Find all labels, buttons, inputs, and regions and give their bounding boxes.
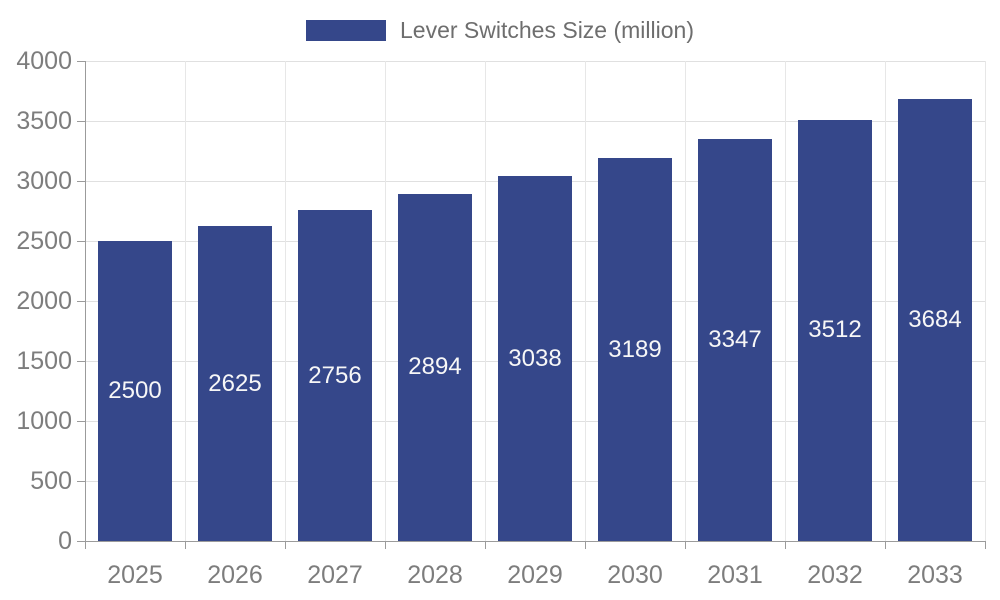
x-axis-tick-mark — [785, 541, 786, 549]
bar[interactable]: 3512 — [798, 119, 872, 541]
gridline-horizontal — [85, 121, 985, 122]
bar-value-label: 3347 — [708, 326, 762, 354]
y-axis-tick-mark — [77, 121, 85, 122]
x-axis-tick-mark — [185, 541, 186, 549]
y-axis-label: 3500 — [16, 107, 72, 135]
y-axis-label: 1500 — [16, 347, 72, 375]
x-axis-tick-mark — [885, 541, 886, 549]
x-axis-label: 2025 — [107, 561, 163, 589]
gridline-horizontal — [85, 61, 985, 62]
bar-value-label: 3684 — [908, 305, 962, 333]
y-axis-tick-mark — [77, 361, 85, 362]
bar[interactable]: 2894 — [398, 193, 472, 541]
bar-value-label: 3512 — [808, 316, 862, 344]
y-axis-label: 500 — [30, 467, 72, 495]
y-axis-label: 0 — [58, 527, 72, 555]
y-axis-tick-mark — [77, 421, 85, 422]
y-axis-line — [85, 61, 86, 541]
x-axis-label: 2029 — [507, 561, 563, 589]
bar[interactable]: 3684 — [898, 98, 972, 541]
y-axis-tick-mark — [77, 301, 85, 302]
x-axis-label: 2033 — [907, 561, 963, 589]
bar-value-label: 3189 — [608, 335, 662, 363]
y-axis-label: 2500 — [16, 227, 72, 255]
legend[interactable]: Lever Switches Size (million) — [0, 16, 1000, 44]
bar-value-label: 2756 — [308, 361, 362, 389]
x-axis-label: 2028 — [407, 561, 463, 589]
x-axis-line — [85, 541, 985, 542]
x-axis-label: 2031 — [707, 561, 763, 589]
x-axis-label: 2027 — [307, 561, 363, 589]
bar-value-label: 2500 — [108, 377, 162, 404]
y-axis-tick-mark — [77, 181, 85, 182]
gridline-vertical — [885, 61, 886, 541]
x-axis-tick-mark — [985, 541, 986, 549]
gridline-vertical — [785, 61, 786, 541]
x-axis-tick-mark — [485, 541, 486, 549]
x-axis-label: 2032 — [807, 561, 863, 589]
bar-value-label: 2894 — [408, 353, 462, 381]
gridline-vertical — [585, 61, 586, 541]
bar[interactable]: 3347 — [698, 139, 772, 541]
legend-swatch — [306, 19, 386, 41]
y-axis-tick-mark — [77, 541, 85, 542]
y-axis-tick-mark — [77, 241, 85, 242]
x-axis-tick-mark — [285, 541, 286, 549]
bar[interactable]: 2756 — [298, 210, 372, 541]
gridline-vertical — [685, 61, 686, 541]
y-axis-label: 2000 — [16, 287, 72, 315]
gridline-vertical — [485, 61, 486, 541]
x-axis-tick-mark — [385, 541, 386, 549]
y-axis-tick-mark — [77, 61, 85, 62]
x-axis-tick-mark — [85, 541, 86, 549]
y-axis-label: 1000 — [16, 407, 72, 435]
bar[interactable]: 2625 — [198, 226, 272, 541]
x-axis-tick-mark — [585, 541, 586, 549]
bar[interactable]: 3038 — [498, 176, 572, 541]
y-axis-tick-mark — [77, 481, 85, 482]
gridline-vertical — [285, 61, 286, 541]
bar-value-label: 2625 — [208, 369, 262, 397]
bar-value-label: 3038 — [508, 344, 562, 372]
legend-label: Lever Switches Size (million) — [400, 17, 694, 43]
x-axis-tick-mark — [685, 541, 686, 549]
x-axis-label: 2030 — [607, 561, 663, 589]
gridline-vertical — [385, 61, 386, 541]
gridline-vertical — [985, 61, 986, 541]
bar[interactable]: 3189 — [598, 158, 672, 541]
gridline-vertical — [185, 61, 186, 541]
x-axis-label: 2026 — [207, 561, 263, 589]
y-axis-label: 4000 — [16, 47, 72, 75]
bar[interactable]: 2500 — [98, 241, 172, 541]
y-axis-label: 3000 — [16, 167, 72, 195]
